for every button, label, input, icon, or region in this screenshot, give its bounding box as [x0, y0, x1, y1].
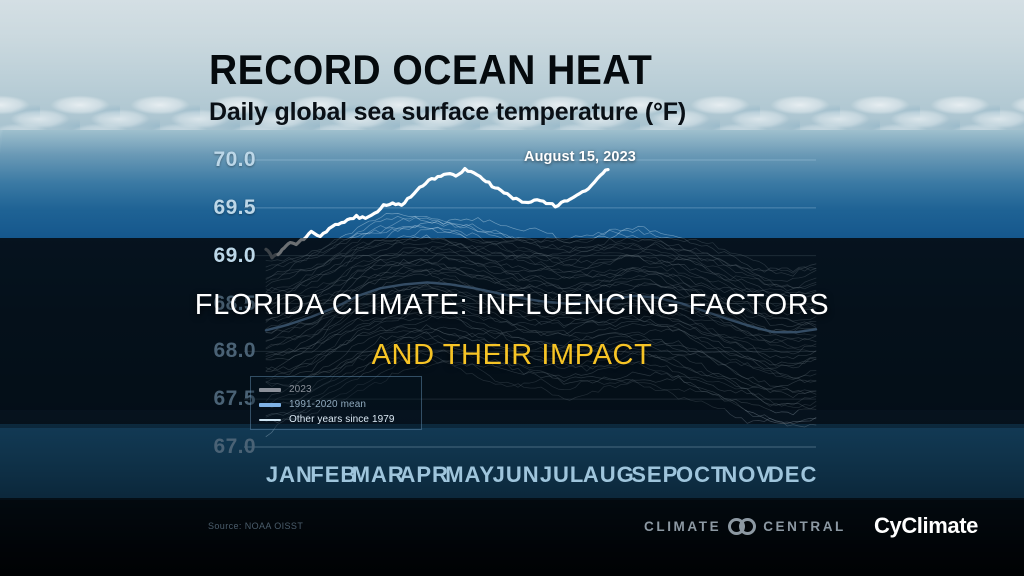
x-axis-tick-label: SEP: [631, 462, 679, 487]
legend-item-mean: 1991-2020 mean: [259, 397, 413, 412]
overlay-title-line-2: AND THEIR IMPACT: [371, 339, 653, 371]
x-axis-tick-label: JUN: [492, 462, 540, 487]
legend-swatch-mean: [259, 402, 281, 407]
climate-central-logo-left-word: CLIMATE: [644, 519, 722, 534]
ring-icon: [739, 518, 757, 535]
legend-label-mean: 1991-2020 mean: [289, 399, 367, 410]
legend-swatch-other-years: [259, 418, 281, 421]
y-axis-tick-label: 67.5: [213, 387, 256, 411]
cyclimate-watermark: CyClimate: [874, 513, 978, 538]
chart-legend: 2023 1991-2020 mean Other years since 19…: [250, 376, 422, 430]
overlay-title: FLORIDA CLIMATE: INFLUENCING FACTORS AND…: [0, 280, 1024, 380]
climate-central-logo: CLIMATE CENTRAL: [644, 518, 846, 535]
x-axis-tick-label: NOV: [721, 462, 773, 487]
x-axis-tick-label: MAR: [351, 462, 405, 487]
y-axis-tick-label: 68.5: [213, 291, 256, 315]
page-title: RECORD OCEAN HEAT: [209, 46, 653, 93]
legend-item-2023: 2023: [259, 382, 413, 397]
y-axis-tick-label: 70.0: [213, 148, 256, 171]
series-line: [276, 166, 610, 257]
x-axis-tick-label: MAY: [445, 462, 496, 487]
x-axis-tick-label: JAN: [265, 462, 313, 487]
legend-label-2023: 2023: [289, 384, 312, 395]
headline-block: RECORD OCEAN HEAT Daily global sea surfa…: [209, 46, 769, 127]
x-axis-tick-label: DEC: [767, 462, 818, 487]
x-axis-tick-label: JUL: [539, 462, 585, 487]
y-axis-tick-label: 68.0: [213, 339, 256, 363]
date-annotation: August 15, 2023: [524, 149, 636, 165]
x-axis-tick-label: FEB: [310, 462, 358, 487]
lower-ocean-background: [0, 424, 1024, 504]
overlay-title-line-1: FLORIDA CLIMATE: INFLUENCING FACTORS: [194, 289, 830, 321]
y-axis-tick-label: 69.0: [213, 243, 256, 267]
interlocking-rings-icon: [728, 518, 757, 535]
x-axis-tick-label: APR: [399, 462, 449, 487]
y-axis-tick-label: 69.5: [213, 195, 256, 219]
legend-label-other-years: Other years since 1979: [289, 414, 395, 425]
dim-overlay-band: [0, 498, 1024, 576]
x-axis-tick-label: AUG: [582, 462, 635, 487]
legend-swatch-2023: [259, 387, 281, 392]
water-surface-wave-row: [0, 106, 1024, 132]
legend-item-other-years: Other years since 1979: [259, 412, 413, 427]
source-attribution: Source: NOAA OISST: [208, 521, 304, 531]
y-axis-tick-label: 67.0: [213, 435, 256, 458]
climate-central-logo-right-word: CENTRAL: [763, 519, 846, 534]
dim-overlay-band: [0, 410, 1024, 428]
x-axis-tick-label: OCT: [675, 462, 726, 487]
upper-ocean-background: [0, 130, 1024, 240]
dim-overlay-band: [0, 238, 1024, 410]
page-subtitle: Daily global sea surface temperature (°F…: [209, 98, 686, 126]
